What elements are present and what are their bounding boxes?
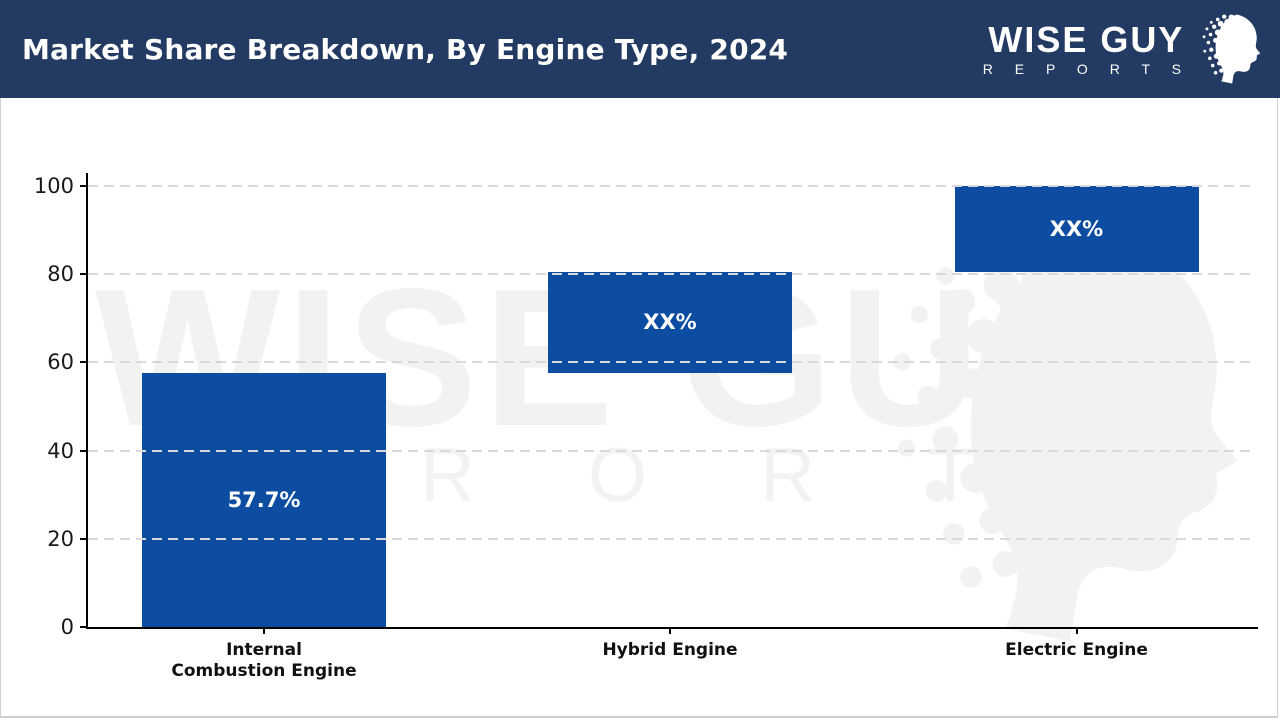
header-bar: Market Share Breakdown, By Engine Type, … (0, 0, 1280, 98)
brand-logo-text: WISE GUY R E P O R T S (982, 18, 1190, 78)
y-tick-mark (80, 537, 87, 540)
y-tick-mark (80, 273, 87, 276)
gridline (88, 449, 1256, 452)
bar (954, 186, 1199, 273)
x-axis-line (86, 627, 1258, 629)
y-tick-label: 60 (47, 350, 74, 375)
y-tick-label: 100 (33, 174, 74, 198)
y-tick-mark (80, 361, 87, 364)
gridline (88, 537, 1256, 540)
bar-value-label: XX% (643, 310, 697, 335)
brand-tagline: R E P O R T S (982, 60, 1190, 77)
gridline (88, 361, 1256, 364)
x-tick-mark (669, 627, 671, 634)
y-tick-label: 20 (47, 526, 74, 551)
gridline (88, 273, 1256, 276)
bar-value-label: XX% (1049, 217, 1104, 242)
bar (548, 272, 792, 373)
y-tick-mark (80, 185, 87, 187)
y-axis-line (86, 173, 88, 629)
gridline (88, 185, 1256, 187)
y-tick-label: 40 (47, 438, 74, 463)
y-tick-label: 0 (60, 615, 74, 639)
x-tick-label: Electric Engine (1005, 640, 1148, 660)
x-tick-mark (263, 627, 265, 634)
y-tick-mark (80, 449, 87, 452)
brand-wordmark: WISE GUY (988, 18, 1185, 60)
bar-value-label: 57.7% (227, 487, 301, 512)
page-title: Market Share Breakdown, By Engine Type, … (22, 32, 789, 66)
bar (142, 372, 386, 627)
y-tick-label: 80 (47, 262, 74, 287)
brand-head-icon (1202, 14, 1261, 84)
y-tick-mark (80, 626, 87, 628)
x-tick-label: Hybrid Engine (602, 640, 738, 660)
x-tick-label: Internal Combustion Engine (171, 640, 357, 681)
x-tick-mark (1075, 627, 1078, 634)
brand-logo: WISE GUY R E P O R T S (983, 8, 1280, 90)
watermark-head-icon (893, 228, 1238, 642)
